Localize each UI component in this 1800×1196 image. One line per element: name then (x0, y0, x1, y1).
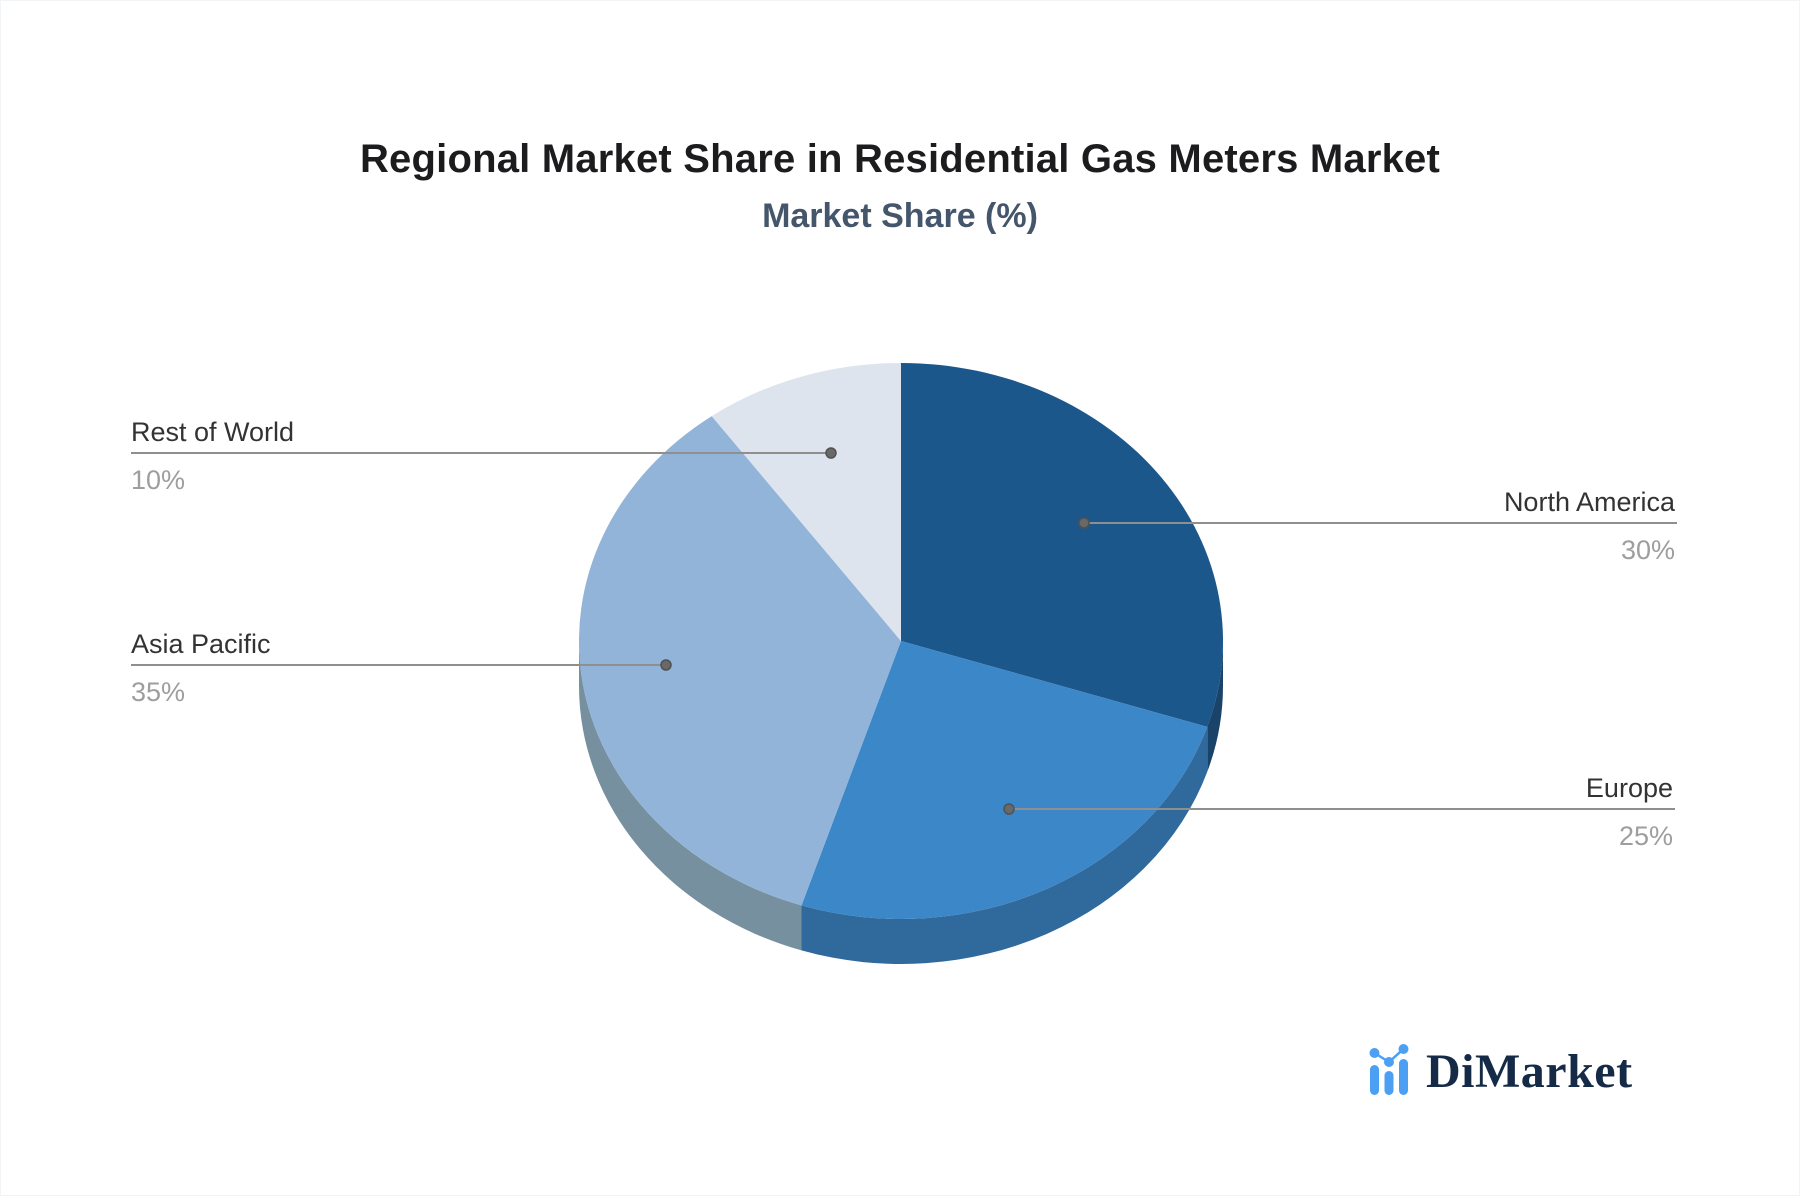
chart-subtitle: Market Share (%) (762, 197, 1038, 235)
chart-title: Regional Market Share in Residential Gas… (359, 137, 1441, 181)
slice-percent: 35% (131, 677, 186, 707)
bar-chart-line-icon (1369, 1044, 1409, 1095)
slice-percent: 30% (1620, 535, 1675, 565)
callout-asia-pacific: Asia Pacific 35% (131, 627, 271, 709)
callout-rest-of-world: Rest of World 10% (131, 415, 294, 497)
brand-logo: DiMarket (1367, 1041, 1633, 1101)
slice-label: North America (1503, 487, 1675, 517)
brand-name: DiMarket (1426, 1044, 1633, 1098)
callout-north-america: North America 30% (1504, 485, 1675, 567)
slice-label: Europe (1585, 773, 1673, 803)
slice-percent: 10% (131, 465, 186, 495)
slice-percent: 25% (1618, 821, 1673, 851)
callout-europe: Europe 25% (1586, 771, 1673, 853)
slice-label: Asia Pacific (131, 629, 271, 659)
slice-label: Rest of World (131, 417, 295, 447)
